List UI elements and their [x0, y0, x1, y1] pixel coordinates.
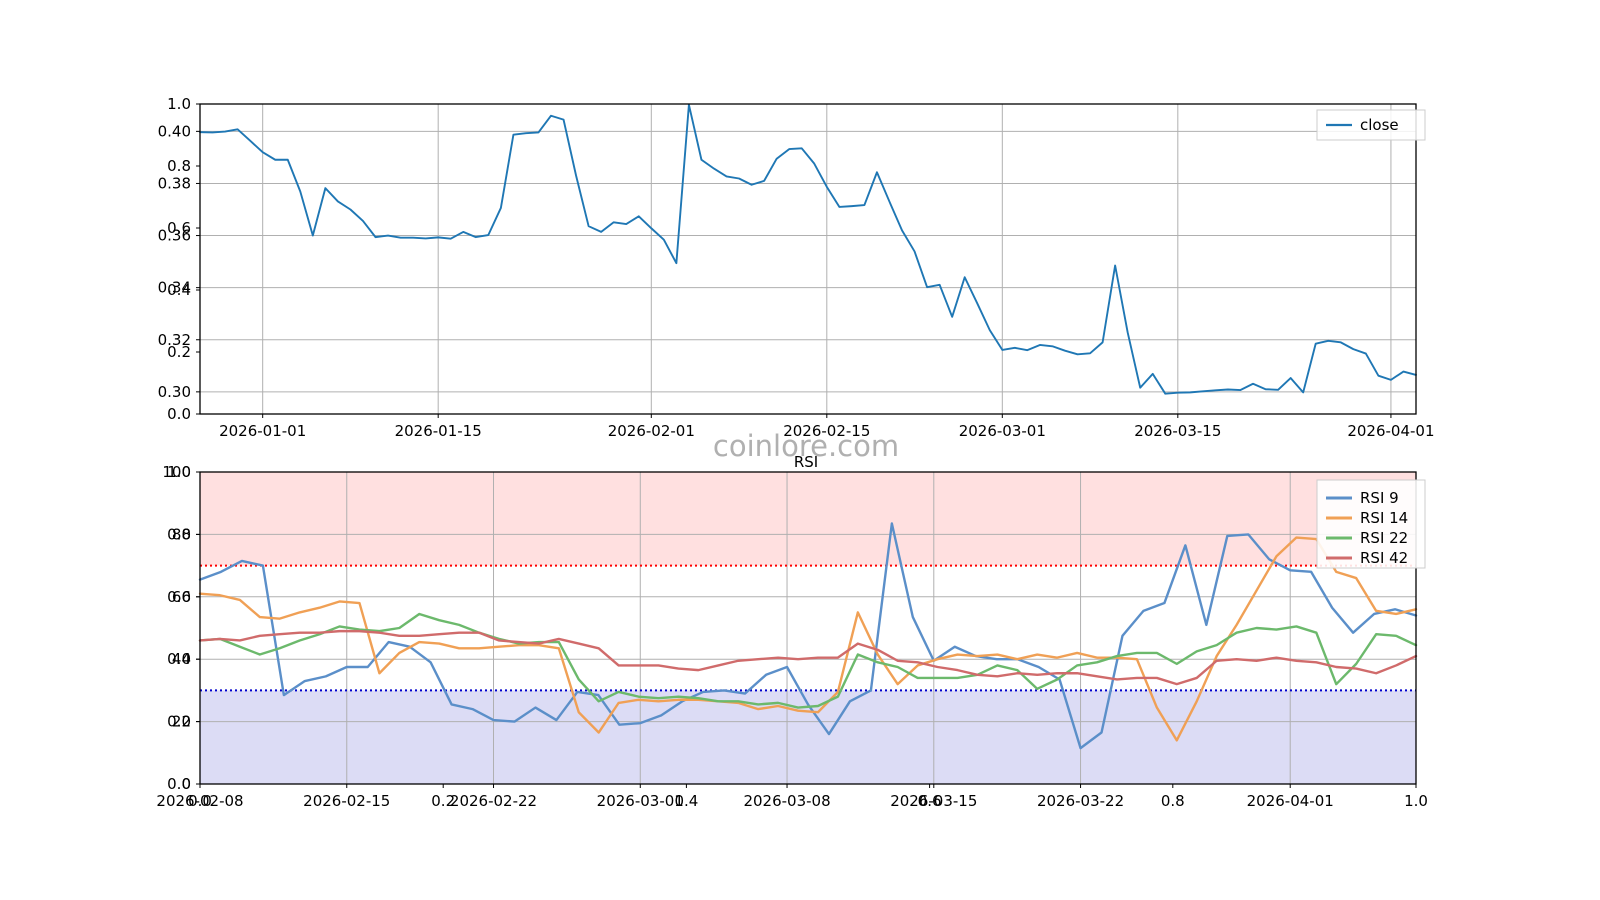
rsi-y-tick-80: 80 — [172, 525, 191, 543]
rsi-x-tick-2026-02-08: 2026-02-08 — [156, 792, 243, 810]
price-y-tick-secondary-1.0: 1.0 — [167, 95, 191, 113]
rsi-x-tick-2026-04-01: 2026-04-01 — [1247, 792, 1334, 810]
price-y-tick-0.30: 0.30 — [158, 383, 191, 401]
rsi-y-tick-0: 0 — [181, 775, 191, 793]
price-y-tick-0.36: 0.36 — [158, 227, 191, 245]
price-y-tick-secondary-0.0: 0.0 — [167, 405, 191, 423]
rsi-axes-frame — [199, 471, 1417, 785]
price-x-tick-labels: 2026-01-01 2026-01-15 2026-02-01 2026-02-15… — [219, 414, 1435, 440]
rsi-path-rsi-9 — [198, 522, 1418, 750]
price-y-tick-0.40: 0.40 — [158, 122, 191, 140]
rsi-legend-label-rsi-42: RSI 42 — [1360, 549, 1408, 567]
rsi-x-tick-secondary-0.2: 0.2 — [431, 792, 455, 810]
price-y-tick-secondary-0.8: 0.8 — [167, 157, 191, 175]
price-y-tick-labels-secondary: 0.0 0.2 0.4 0.6 0.8 1.0 — [167, 95, 200, 423]
rsi-x-tick-secondary-0.6: 0.6 — [918, 792, 942, 810]
price-x-tick-2026-01-15: 2026-01-15 — [395, 422, 482, 440]
rsi-y-tick-labels-secondary: 0.0 0.2 0.4 0.6 0.8 1.0 — [167, 463, 200, 793]
rsi-band — [200, 472, 1416, 566]
rsi-x-tick-secondary-1.0: 1.0 — [1404, 792, 1428, 810]
rsi-y-tick-labels: 0 20 40 60 80 100 — [162, 463, 200, 793]
rsi-series-lines — [198, 522, 1418, 750]
price-plot-background — [200, 104, 1416, 414]
rsi-x-tick-2026-03-15: 2026-03-15 — [890, 792, 977, 810]
rsi-y-tick-secondary-0.8: 0.8 — [167, 525, 191, 543]
price-x-tick-2026-03-15: 2026-03-15 — [1134, 422, 1221, 440]
rsi-x-tick-2026-02-22: 2026-02-22 — [450, 792, 537, 810]
price-x-tick-2026-02-01: 2026-02-01 — [608, 422, 695, 440]
price-y-tick-secondary-0.2: 0.2 — [167, 343, 191, 361]
rsi-path-rsi-42 — [198, 629, 1418, 686]
price-axes-frame — [199, 103, 1417, 415]
price-x-tick-2026-03-01: 2026-03-01 — [959, 422, 1046, 440]
rsi-y-tick-secondary-0.2: 0.2 — [167, 713, 191, 731]
watermark-coinlore: coinlore.com — [713, 429, 899, 463]
rsi-x-tick-2026-03-01: 2026-03-01 — [597, 792, 684, 810]
rsi-legend[interactable]: RSI 9 RSI 14 RSI 22 RSI 42 — [1316, 479, 1426, 569]
rsi-legend-label-rsi-22: RSI 22 — [1360, 529, 1408, 547]
rsi-x-tick-2026-03-08: 2026-03-08 — [743, 792, 830, 810]
rsi-legend-box — [1316, 479, 1426, 569]
price-y-tick-labels: 0.30 0.32 0.34 0.36 0.38 0.40 — [158, 122, 200, 401]
price-gridlines — [200, 104, 1416, 414]
rsi-x-tick-labels-secondary: 0.0 0.2 0.4 0.6 0.8 1.0 — [188, 784, 1428, 810]
price-y-tick-0.38: 0.38 — [158, 174, 191, 192]
rsi-y-tick-20: 20 — [172, 713, 191, 731]
rsi-x-tick-2026-02-15: 2026-02-15 — [303, 792, 390, 810]
rsi-y-tick-100: 100 — [162, 463, 191, 481]
price-legend[interactable]: close — [1316, 109, 1426, 141]
price-close-line — [199, 103, 1417, 395]
rsi-path-rsi-22 — [198, 612, 1418, 709]
rsi-title: RSI — [794, 453, 818, 471]
price-y-tick-0.32: 0.32 — [158, 331, 191, 349]
rsi-legend-label-rsi-9: RSI 9 — [1360, 489, 1399, 507]
rsi-legend-items: RSI 9 RSI 14 RSI 22 RSI 42 — [1326, 489, 1408, 567]
rsi-x-tick-2026-03-22: 2026-03-22 — [1037, 792, 1124, 810]
price-x-tick-2026-01-01: 2026-01-01 — [219, 422, 306, 440]
rsi-y-tick-secondary-0.6: 0.6 — [167, 588, 191, 606]
rsi-x-tick-labels: 2026-02-08 2026-02-15 2026-02-22 2026-03-01… — [156, 784, 1334, 810]
price-y-tick-secondary-0.6: 0.6 — [167, 219, 191, 237]
rsi-y-tick-secondary-0.4: 0.4 — [167, 650, 191, 668]
rsi-x-tick-secondary-0.4: 0.4 — [674, 792, 698, 810]
rsi-legend-label-rsi-14: RSI 14 — [1360, 509, 1408, 527]
rsi-y-tick-60: 60 — [172, 588, 191, 606]
price-y-tick-0.34: 0.34 — [158, 279, 191, 297]
price-panel: 0.30 0.32 0.34 0.36 0.38 0.40 0.0 0.2 0.4 0.6 0.8… — [158, 95, 1435, 440]
rsi-y-tick-secondary-1.0: 1.0 — [167, 463, 191, 481]
price-y-tick-secondary-0.4: 0.4 — [167, 281, 191, 299]
rsi-y-tick-secondary-0.0: 0.0 — [167, 775, 191, 793]
rsi-x-tick-secondary-0.0: 0.0 — [188, 792, 212, 810]
price-x-tick-2026-04-01: 2026-04-01 — [1347, 422, 1434, 440]
rsi-y-tick-40: 40 — [172, 650, 191, 668]
price-close-path — [199, 103, 1417, 395]
rsi-panel: RSI 0 20 40 60 80 100 0.0 0.2 0.4 0.6 0.8 1.0 2026… — [156, 453, 1428, 810]
rsi-threshold-bands — [200, 472, 1416, 784]
rsi-x-tick-secondary-0.8: 0.8 — [1161, 792, 1185, 810]
price-legend-label-close: close — [1360, 116, 1399, 134]
price-x-tick-2026-02-15: 2026-02-15 — [783, 422, 870, 440]
